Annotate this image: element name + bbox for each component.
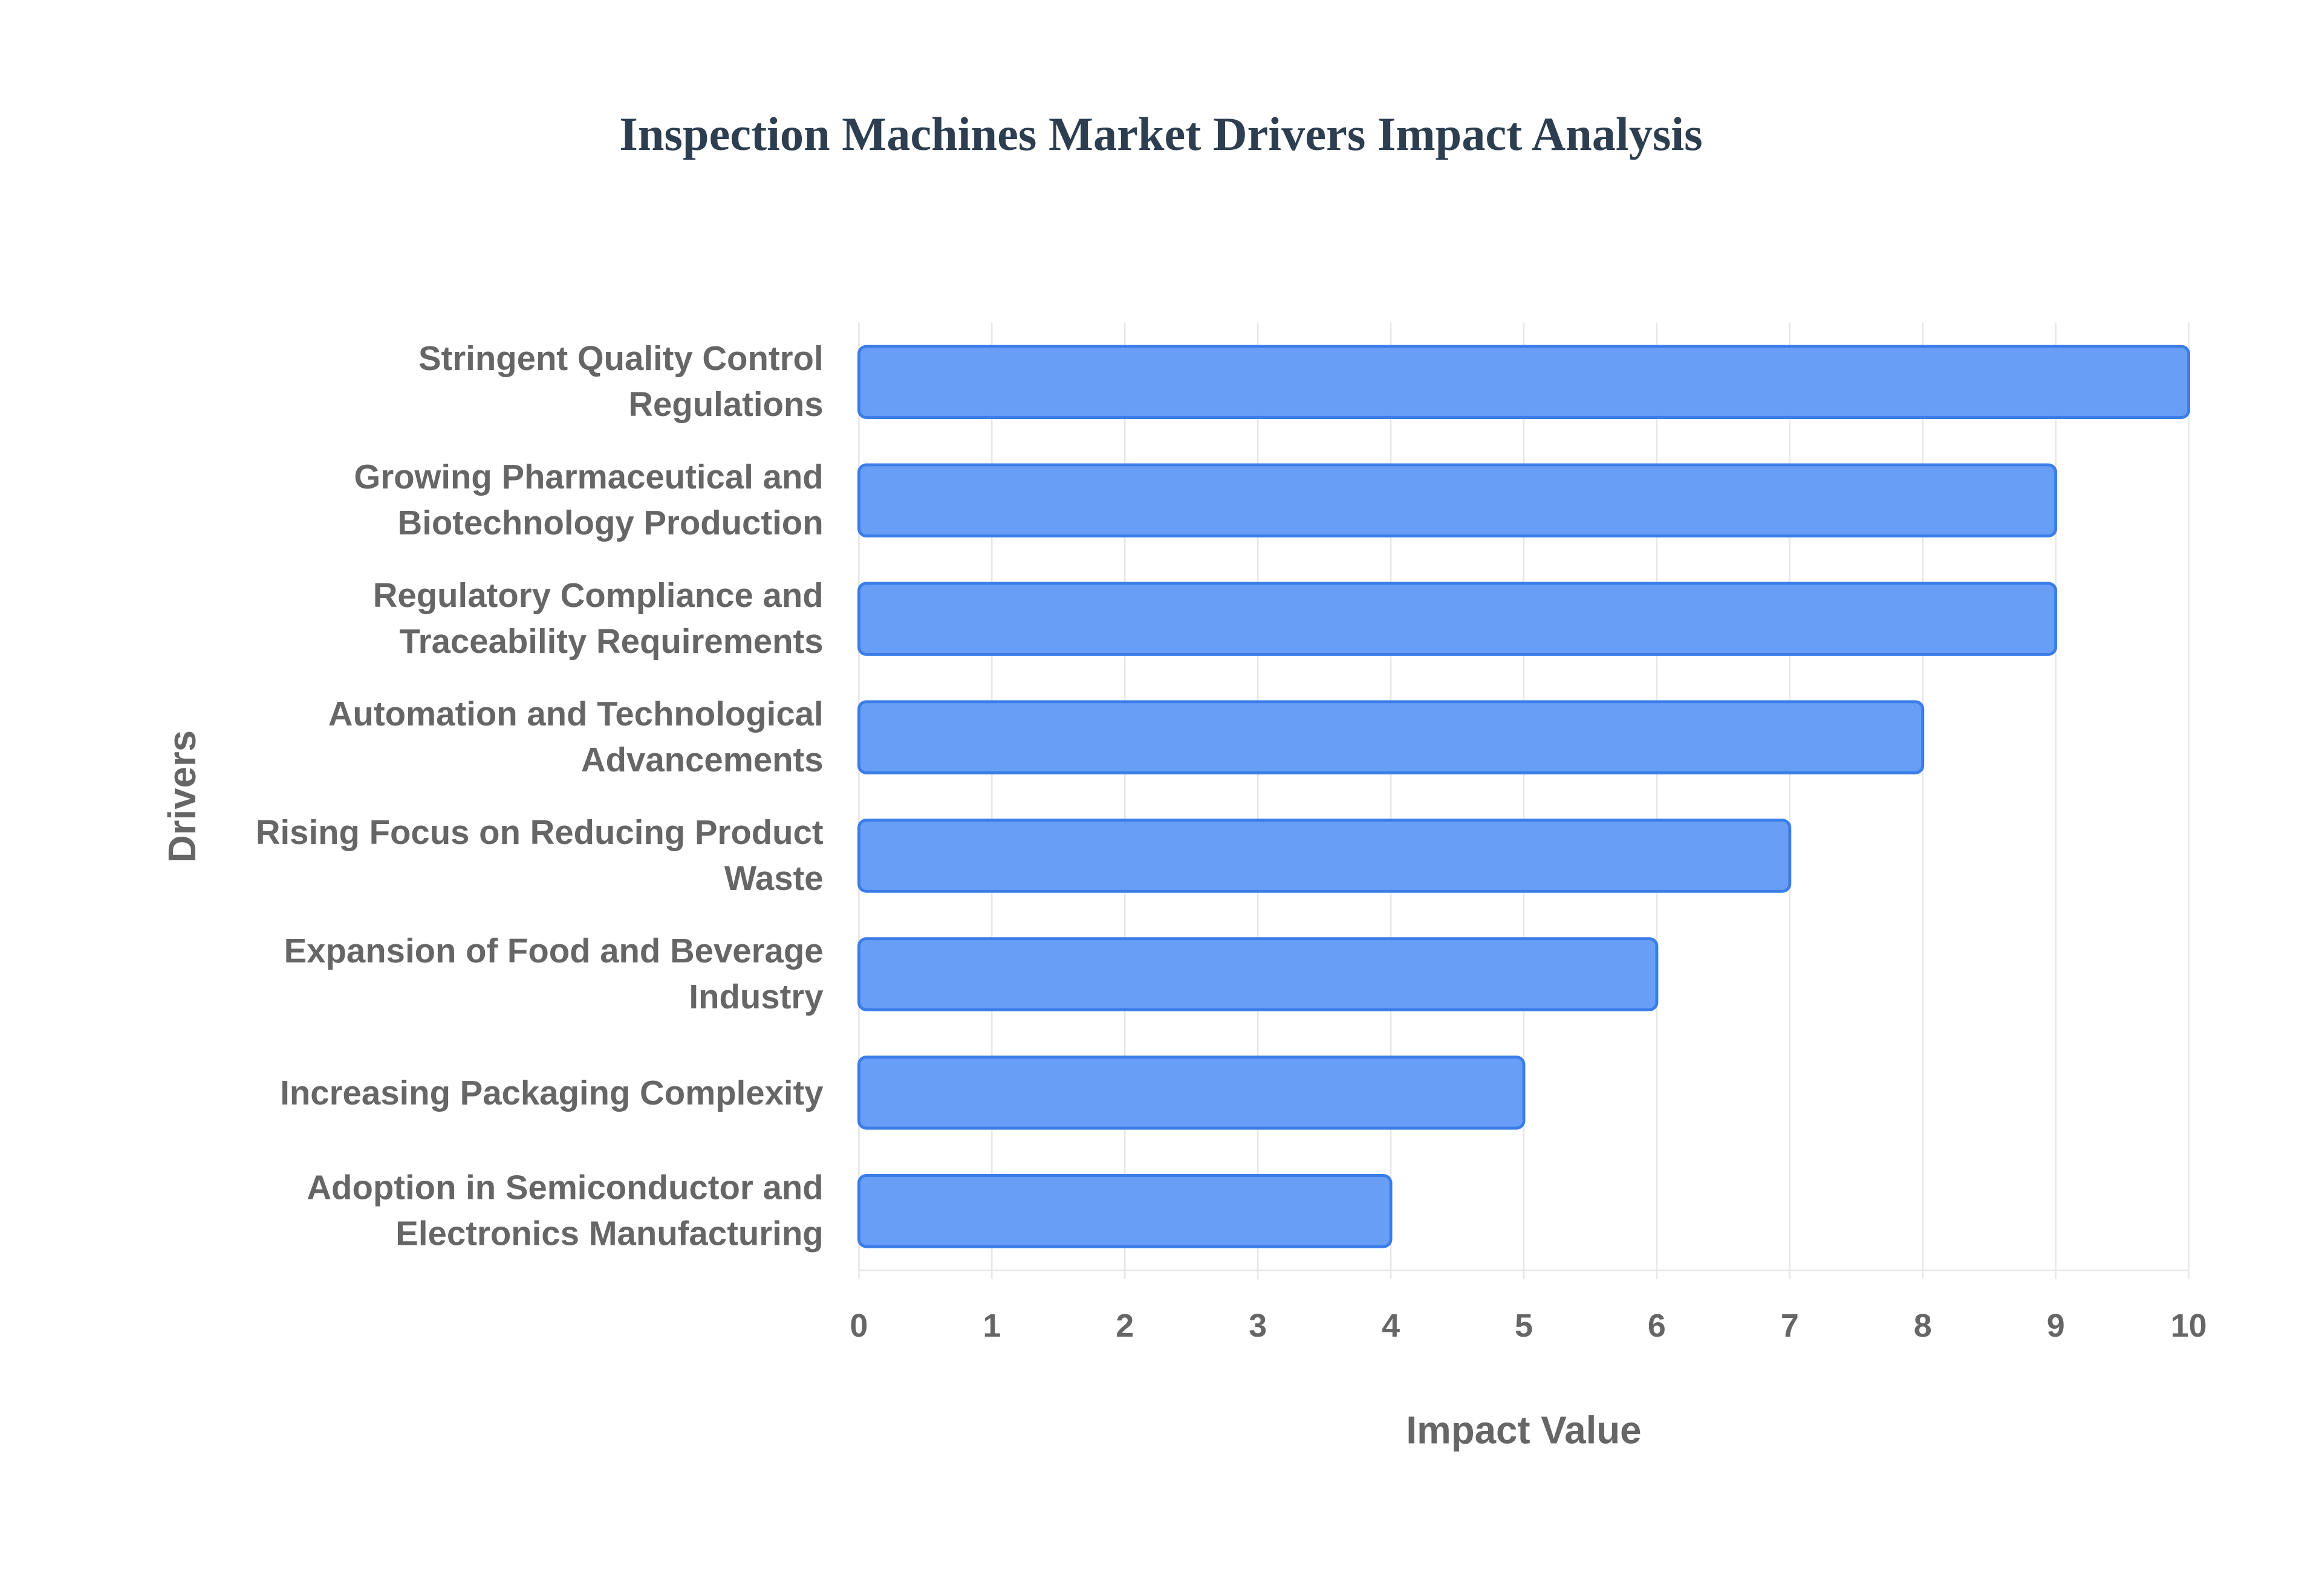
y-tick-label-box: Increasing Packaging Complexity [280,1072,824,1111]
bar [857,345,2191,420]
y-tick-label-box: Regulatory Compliance and Traceability R… [372,576,824,661]
bar [857,700,1925,774]
y-tick-label: Increasing Packaging Complexity [280,1072,824,1111]
y-tick-label-box: Automation and Technological Advancement… [328,694,824,779]
y-tick-label: Regulatory Compliance and Traceability R… [372,576,824,661]
chart-title: Inspection Machines Market Drivers Impac… [619,108,1702,160]
bar [857,1056,1526,1130]
y-tick-label-box: Expansion of Food and Beverage Industry [284,931,824,1016]
x-tick-label: 9 [2047,1308,2065,1344]
y-tick-label: Automation and Technological Advancement… [328,694,824,779]
bar [857,819,1792,893]
y-tick-label: Adoption in Semiconductor and Electronic… [307,1168,824,1253]
x-tick-label: 6 [1648,1308,1666,1344]
x-tick-label: 1 [983,1308,1001,1344]
y-tick-label-box: Growing Pharmaceutical and Biotechnology… [354,457,824,542]
bar [857,1174,1393,1248]
x-tick-label: 5 [1515,1308,1533,1344]
y-tick-label: Stringent Quality Control Regulations [418,339,824,424]
bar [857,937,1659,1011]
x-tick-label: 4 [1382,1308,1400,1344]
x-tick-label: 3 [1249,1308,1267,1344]
x-axis-title: Impact Value [1406,1409,1641,1452]
y-tick-label-box: Stringent Quality Control Regulations [418,339,824,424]
y-axis-title: Drivers [161,730,204,863]
y-tick-label-box: Adoption in Semiconductor and Electronic… [307,1168,824,1253]
y-tick-label: Rising Focus on Reducing Product Waste [255,813,824,898]
bar [857,463,2058,537]
bar [857,582,2058,656]
x-tick-label: 7 [1781,1308,1799,1344]
x-tick-label: 0 [850,1308,868,1344]
y-tick-label-box: Rising Focus on Reducing Product Waste [255,813,824,898]
y-tick-label: Expansion of Food and Beverage Industry [284,931,824,1016]
y-tick-label: Growing Pharmaceutical and Biotechnology… [354,457,824,542]
x-tick-label: 10 [2171,1308,2207,1344]
x-tick-label: 8 [1914,1308,1932,1344]
x-tick-label: 2 [1116,1308,1134,1344]
